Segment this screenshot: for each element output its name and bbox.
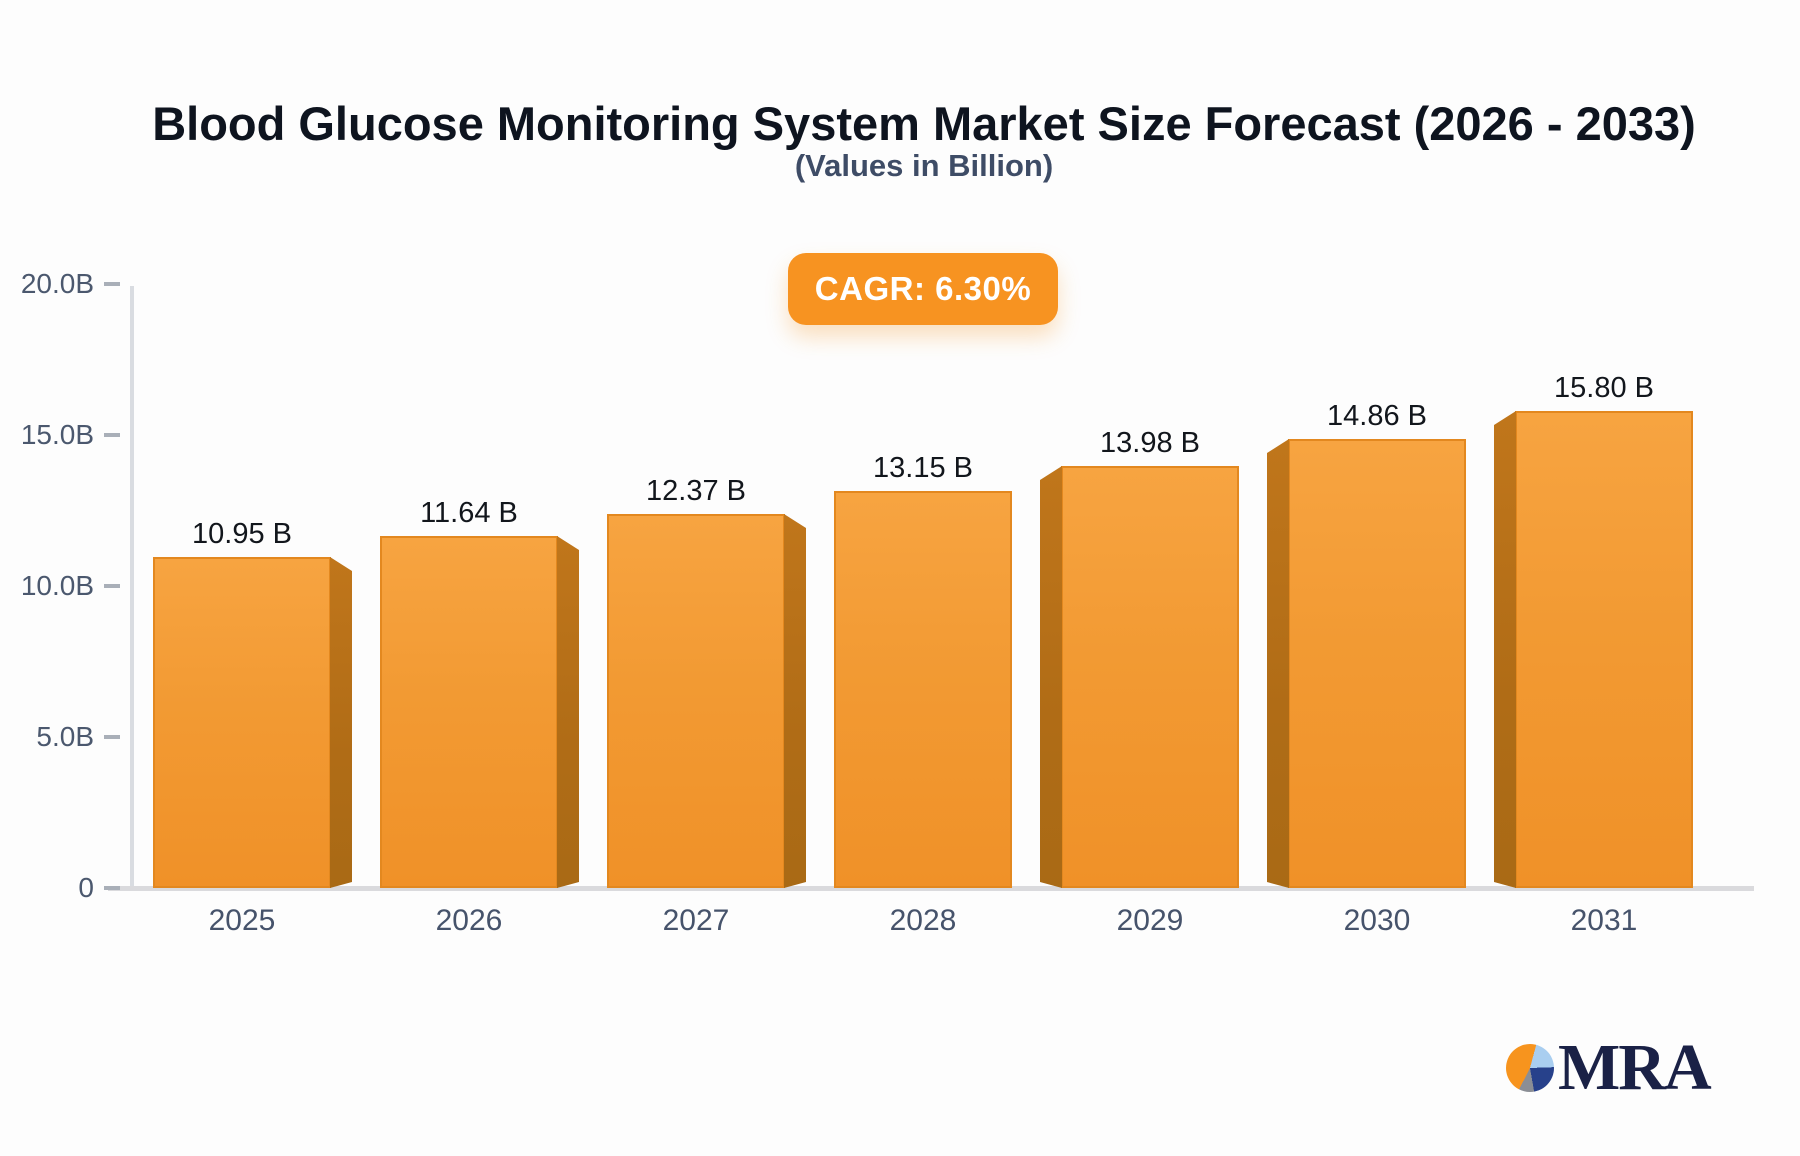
bar-2030 bbox=[1288, 439, 1466, 888]
y-tick-label-15.0B: 15.0B bbox=[20, 419, 94, 450]
y-tick-dash-15.0B bbox=[104, 433, 120, 437]
y-tick-label-10.0B: 10.0B bbox=[20, 570, 94, 601]
bar-side-2026 bbox=[557, 536, 579, 888]
y-tick-dash-5.0B bbox=[104, 735, 120, 739]
bar-value-label-2028: 13.15 B bbox=[873, 452, 973, 484]
x-tick-label-2026: 2026 bbox=[435, 904, 503, 937]
x-tick-label-2027: 2027 bbox=[662, 904, 730, 937]
chart-subtitle: (Values in Billion) bbox=[794, 148, 1054, 183]
bar-value-label-2030: 14.86 B bbox=[1327, 400, 1427, 432]
bar-2025 bbox=[153, 557, 331, 888]
x-tick-label-2029: 2029 bbox=[1116, 904, 1184, 937]
x-tick-label-2025: 2025 bbox=[208, 904, 276, 937]
bar-value-label-2027: 12.37 B bbox=[646, 475, 746, 507]
y-tick-dash-10.0B bbox=[104, 584, 120, 588]
logo-text: MRA bbox=[1558, 1031, 1712, 1104]
x-tick-label-2030: 2030 bbox=[1343, 904, 1411, 937]
y-tick-dash-0 bbox=[104, 886, 120, 890]
bar-side-2030 bbox=[1267, 439, 1289, 888]
bar-value-label-2029: 13.98 B bbox=[1100, 427, 1200, 459]
y-tick-label-0: 0 bbox=[78, 872, 94, 903]
cagr-badge: CAGR: 6.30% bbox=[788, 253, 1058, 325]
y-axis-line bbox=[130, 286, 134, 888]
bar-2028 bbox=[834, 491, 1012, 888]
bar-value-label-2026: 11.64 B bbox=[420, 497, 518, 529]
x-tick-label-2031: 2031 bbox=[1570, 904, 1638, 937]
bar-value-label-2031: 15.80 B bbox=[1554, 372, 1654, 404]
bar-value-label-2025: 10.95 B bbox=[192, 518, 292, 550]
bar-side-2027 bbox=[784, 514, 806, 888]
y-tick-dash-20.0B bbox=[104, 282, 120, 286]
bar-2029 bbox=[1061, 466, 1239, 888]
pie-chart-logo-icon bbox=[1506, 1044, 1554, 1092]
y-tick-label-5.0B: 5.0B bbox=[36, 721, 94, 752]
y-tick-label-20.0B: 20.0B bbox=[20, 268, 94, 299]
bar-2027 bbox=[607, 514, 785, 888]
bar-side-2031 bbox=[1494, 411, 1516, 888]
mra-logo: MRA bbox=[1506, 1031, 1712, 1104]
bar-side-2025 bbox=[330, 557, 352, 888]
bar-side-2029 bbox=[1040, 466, 1062, 888]
chart-title: Blood Glucose Monitoring System Market S… bbox=[152, 97, 1696, 150]
bar-2026 bbox=[380, 536, 558, 888]
cagr-badge-label: CAGR: 6.30% bbox=[814, 270, 1032, 307]
x-tick-label-2028: 2028 bbox=[889, 904, 957, 937]
x-axis-line bbox=[108, 886, 1754, 891]
bar-2031 bbox=[1515, 411, 1693, 888]
